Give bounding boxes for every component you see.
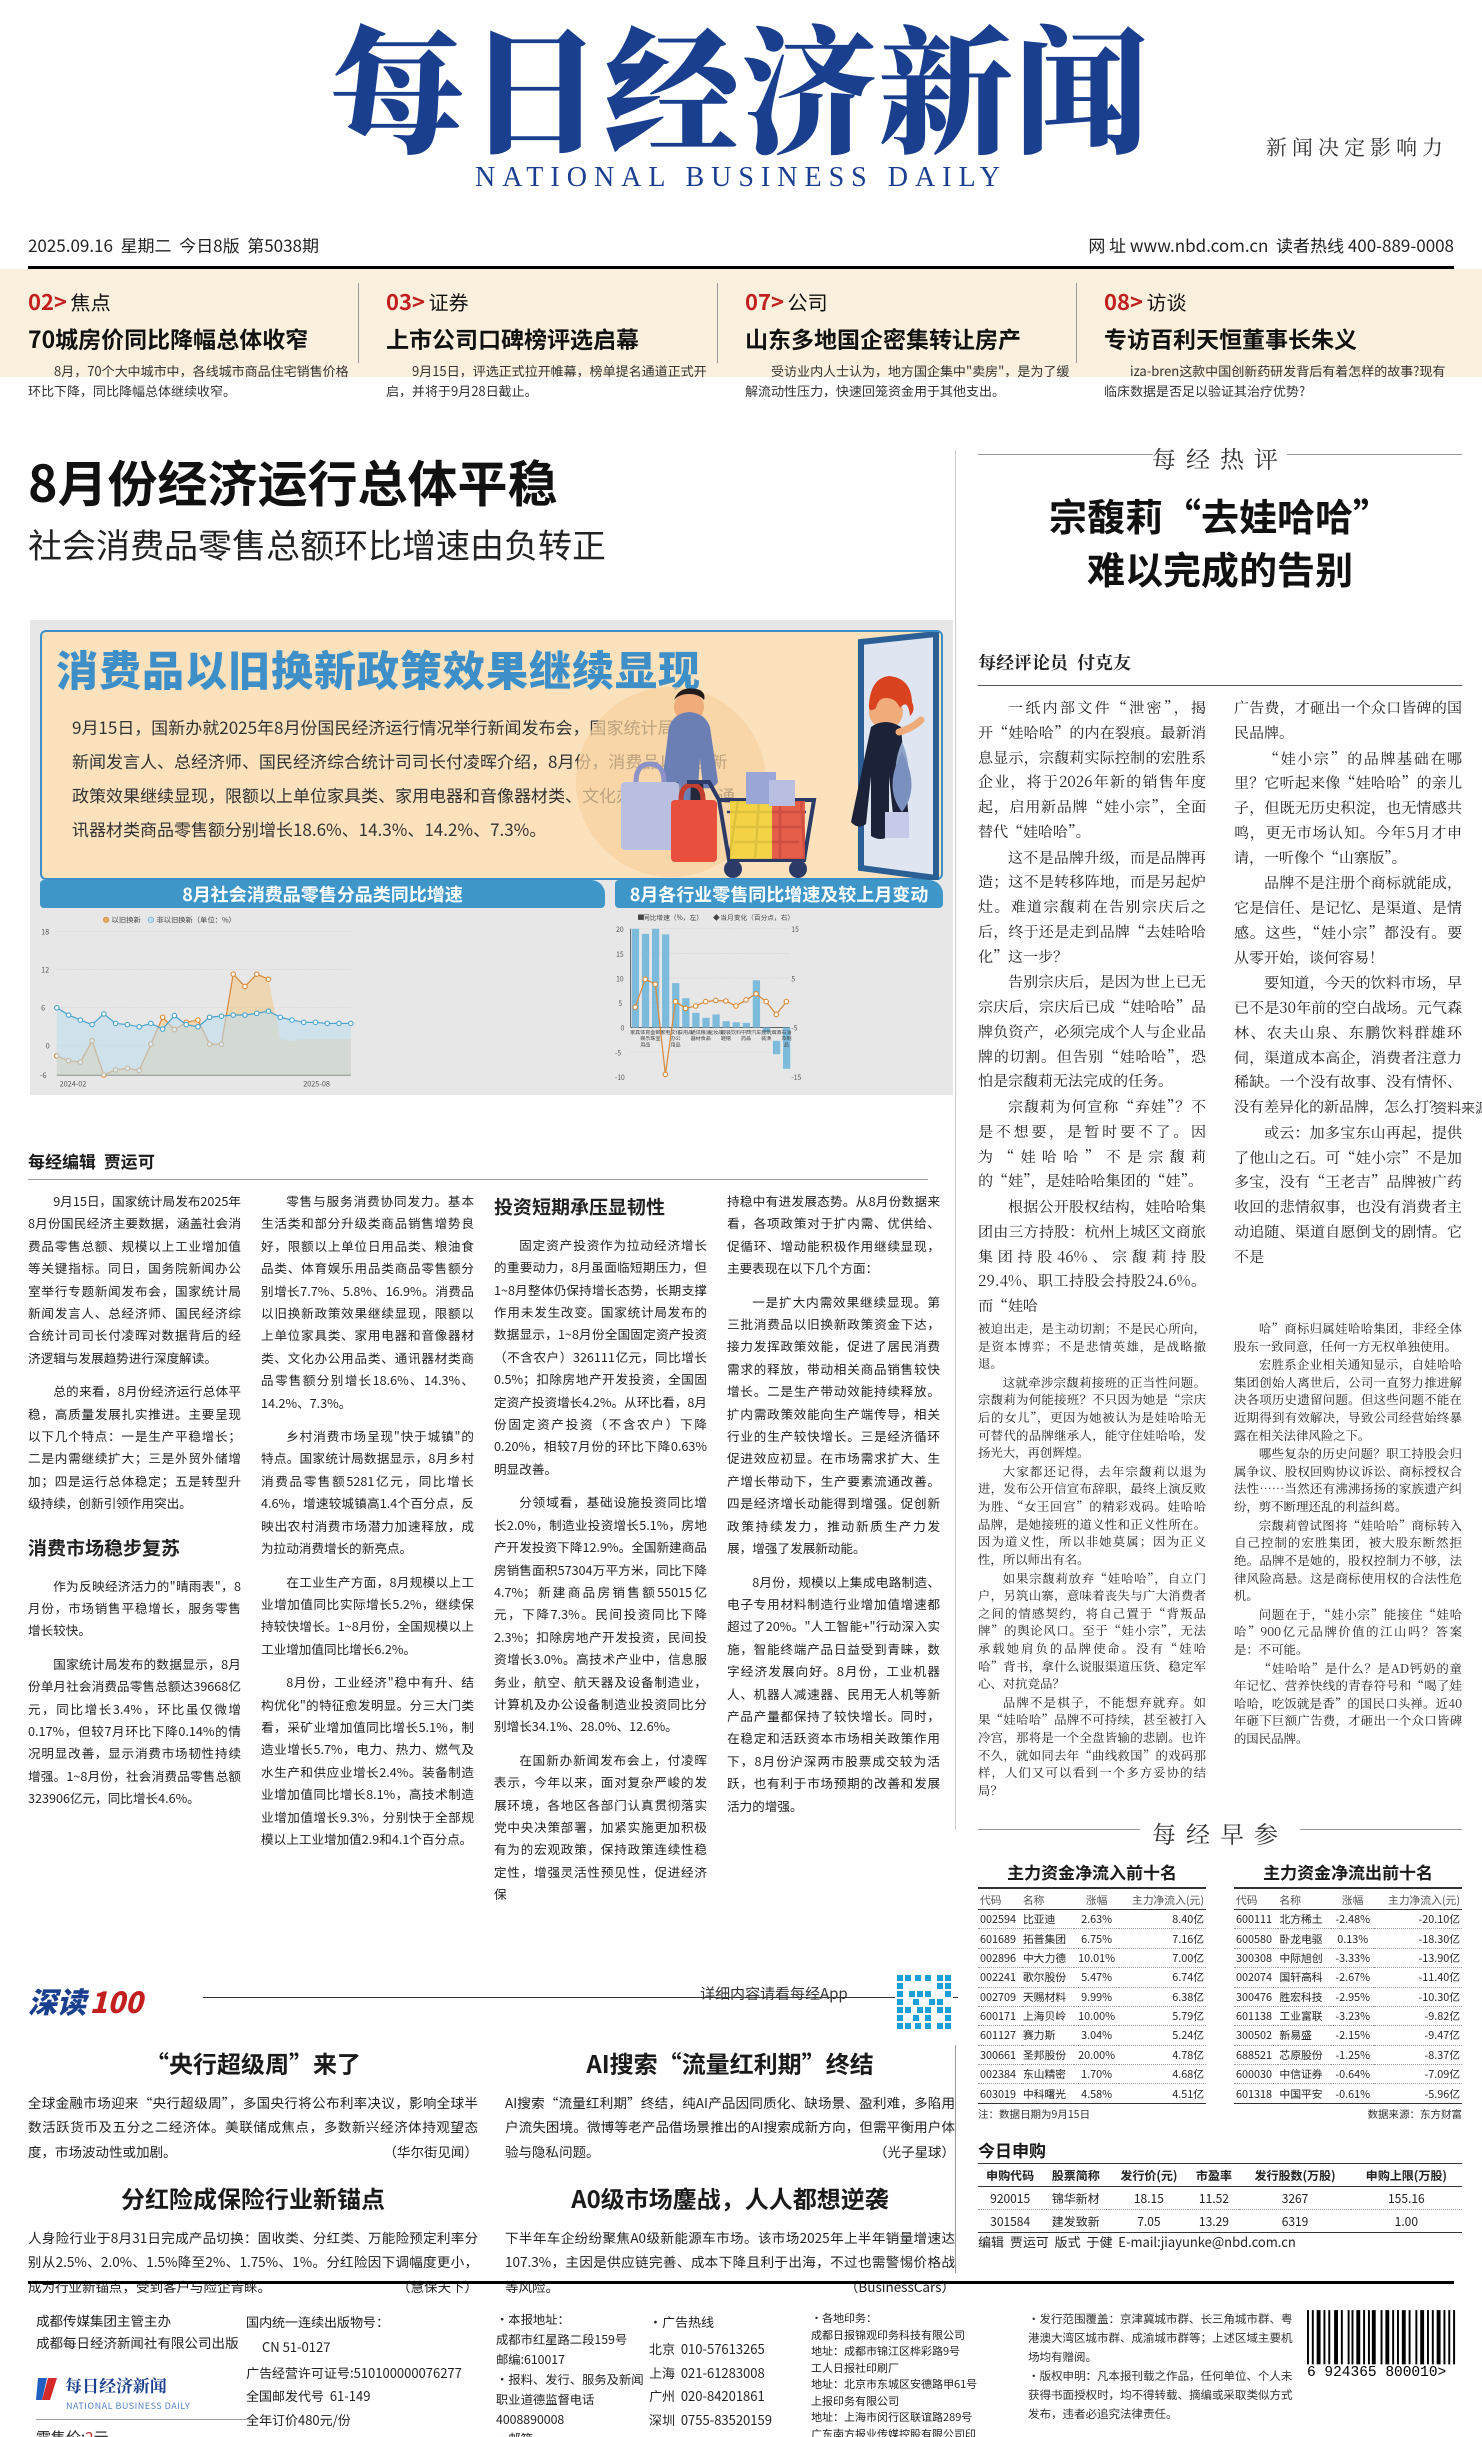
svg-text:0: 0 [46,1042,50,1052]
svg-text:家具: 家具 [630,1029,640,1036]
svg-text:5: 5 [618,998,622,1008]
svg-text:家电: 家电 [660,1029,670,1036]
svg-text:6: 6 [41,1004,45,1014]
svg-text:珠宝: 珠宝 [650,1035,660,1042]
svg-text:15: 15 [616,949,624,959]
svg-text:18: 18 [41,927,49,937]
svg-text:0: 0 [621,1023,625,1033]
svg-text:-6: -6 [40,1071,47,1081]
svg-text:12: 12 [41,965,49,975]
svg-text:5: 5 [791,973,795,983]
svg-text:食品: 食品 [701,1035,711,1042]
svg-text:以旧换新: 以旧换新 [112,916,142,926]
svg-text:品: 品 [784,1041,789,1048]
svg-text:-5: -5 [791,1023,797,1033]
svg-text:20: 20 [616,924,624,934]
svg-text:15: 15 [791,924,799,934]
svg-text:鞋帽: 鞋帽 [721,1035,731,1042]
svg-text:装潢: 装潢 [761,1035,771,1042]
svg-text:汽车: 汽车 [751,1029,761,1036]
svg-text:6 924365 800010>: 6 924365 800010> [1307,2365,1446,2378]
svg-text:药品: 药品 [741,1035,751,1042]
svg-text:当月变化（百分点，右）: 当月变化（百分点，右） [720,912,794,922]
svg-text:◆: ◆ [713,912,720,922]
svg-text:10: 10 [616,973,624,983]
svg-text:器材: 器材 [691,1035,701,1042]
svg-text:用品: 用品 [670,1041,680,1048]
svg-text:烟酒: 烟酒 [771,1029,781,1036]
svg-text:-10: -10 [615,1072,625,1082]
svg-text:2025-08: 2025-08 [303,1080,330,1090]
svg-text:2024-02: 2024-02 [60,1080,87,1090]
svg-text:用品: 用品 [640,1041,650,1048]
svg-text:非以旧换新（单位：%）: 非以旧换新（单位：%） [156,916,235,926]
svg-text:-15: -15 [791,1072,801,1082]
svg-text:同比增速（%，左）: 同比增速（%，左） [643,912,703,922]
svg-text:-5: -5 [615,1047,621,1057]
